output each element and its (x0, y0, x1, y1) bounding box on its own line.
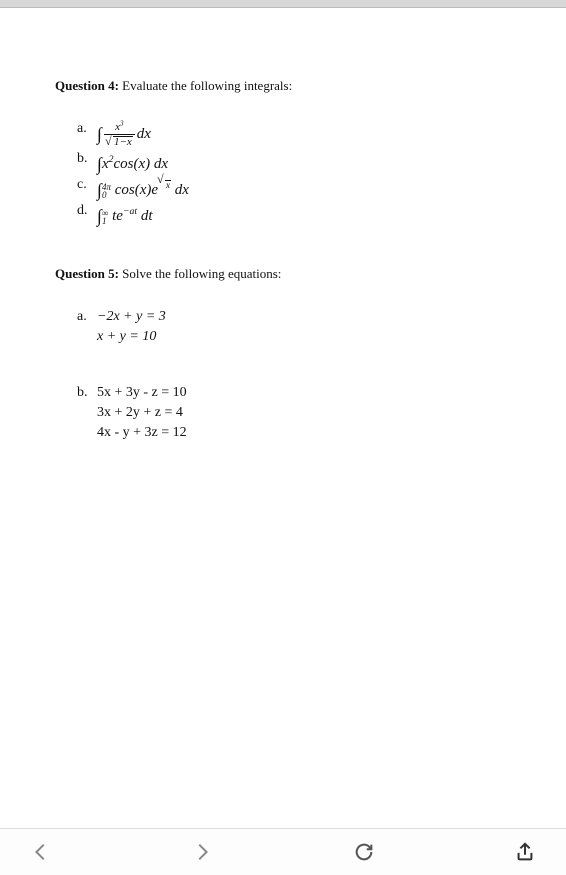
equation-line: 4x - y + 3z = 12 (97, 424, 187, 443)
document-page: Question 4: Evaluate the following integ… (0, 8, 566, 828)
q4-item-a: a. ∫x31−xdx (77, 120, 511, 148)
item-letter: b. (77, 384, 97, 403)
equation-line: 3x + 2y + z = 4 (97, 404, 187, 423)
item-letter: c. (77, 176, 97, 195)
item-letter: d. (77, 202, 97, 221)
item-letter: b. (77, 150, 97, 169)
equation-line: x + y = 10 (97, 328, 166, 347)
item-letter: a. (77, 120, 97, 139)
equation-line: 5x + 3y - z = 10 (97, 384, 187, 403)
equation-system: −2x + y = 3 x + y = 10 (97, 308, 166, 348)
forward-button[interactable] (191, 841, 213, 863)
question-4-label: Question 4: (55, 78, 119, 93)
question-5-prompt: Question 5: Solve the following equation… (55, 266, 511, 282)
question-4-text: Evaluate the following integrals: (119, 78, 292, 93)
question-5-items: a. −2x + y = 3 x + y = 10 b. 5x + 3y - z… (77, 308, 511, 443)
question-5-label: Question 5: (55, 266, 119, 281)
question-5-text: Solve the following equations: (119, 266, 281, 281)
math-expression: ∫4π0 cos(x)ex dx (97, 176, 189, 200)
q5-item-b: b. 5x + 3y - z = 10 3x + 2y + z = 4 4x -… (77, 384, 511, 444)
q5-item-a: a. −2x + y = 3 x + y = 10 (77, 308, 511, 348)
reload-icon (353, 841, 375, 863)
chevron-left-icon (30, 841, 52, 863)
q4-item-b: b. ∫x2cos(x) dx (77, 150, 511, 174)
share-icon (514, 841, 536, 863)
q4-item-c: c. ∫4π0 cos(x)ex dx (77, 176, 511, 200)
q4-item-d: d. ∫∞1 te−at dt (77, 202, 511, 226)
chevron-right-icon (191, 841, 213, 863)
reload-button[interactable] (353, 841, 375, 863)
question-4-items: a. ∫x31−xdx b. ∫x2cos(x) dx c. ∫4π0 cos(… (77, 120, 511, 226)
math-expression: ∫x31−xdx (97, 120, 151, 148)
math-expression: ∫x2cos(x) dx (97, 150, 168, 174)
bottom-toolbar (0, 828, 566, 875)
math-expression: ∫∞1 te−at dt (97, 202, 153, 226)
question-4-prompt: Question 4: Evaluate the following integ… (55, 78, 511, 94)
item-letter: a. (77, 308, 97, 327)
equation-system: 5x + 3y - z = 10 3x + 2y + z = 4 4x - y … (97, 384, 187, 444)
window-top-divider (0, 0, 566, 8)
back-button[interactable] (30, 841, 52, 863)
share-button[interactable] (514, 841, 536, 863)
equation-line: −2x + y = 3 (97, 308, 166, 327)
